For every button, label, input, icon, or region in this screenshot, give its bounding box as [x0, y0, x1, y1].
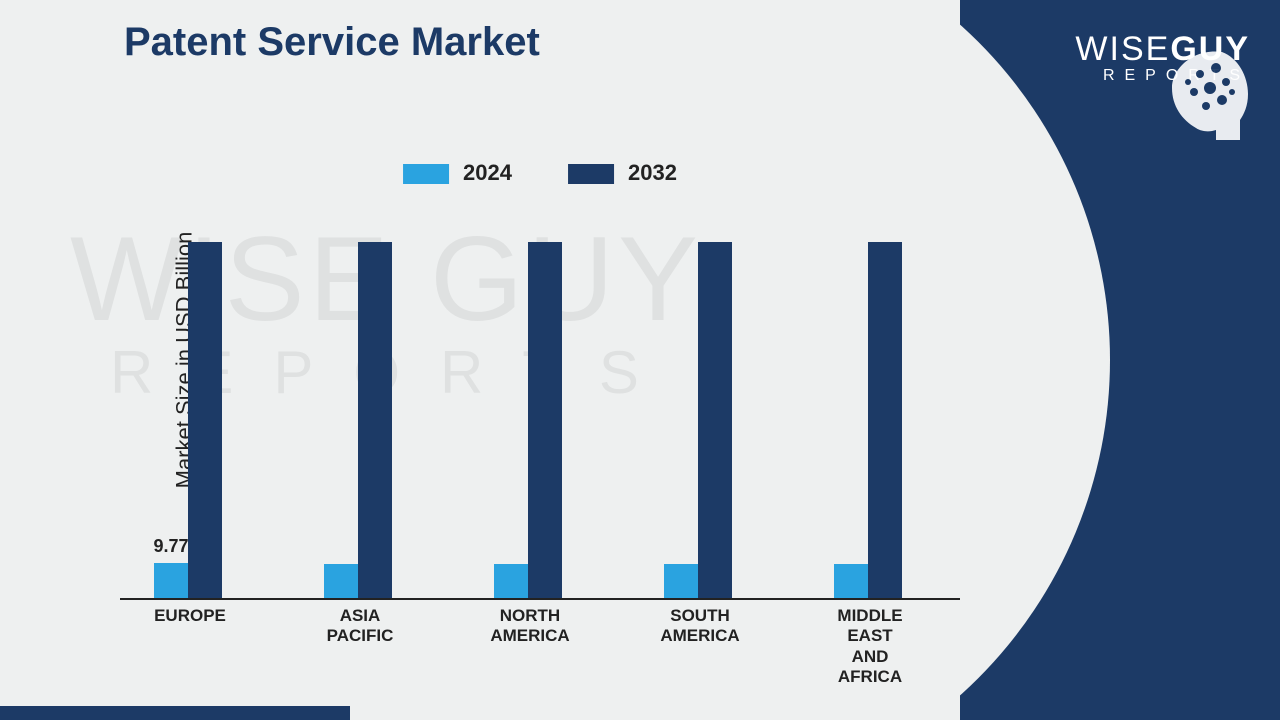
bar-2032 [358, 242, 392, 598]
bar-2032 [528, 242, 562, 598]
legend: 2024 2032 [403, 160, 677, 186]
bar-2032 [188, 242, 222, 598]
bar-2024 [324, 564, 358, 598]
bar-2024 [494, 564, 528, 598]
chart-title: Patent Service Market [124, 20, 540, 65]
legend-label-2032: 2032 [628, 160, 677, 185]
bar-2032 [698, 242, 732, 598]
category-label: SOUTH AMERICA [630, 606, 770, 647]
stage: WISEGUY REPORTS WISE GUY REPORTS Patent … [0, 0, 1280, 720]
bar-2024 [664, 564, 698, 598]
bar-2024 [834, 564, 868, 598]
legend-item-2032: 2032 [568, 160, 677, 186]
brand-word-1: WISE [1075, 30, 1170, 68]
legend-item-2024: 2024 [403, 160, 512, 186]
plot-area: 9.77EUROPEASIA PACIFICNORTH AMERICASOUTH… [120, 208, 960, 600]
legend-swatch-2032 [568, 164, 614, 184]
bar-2032 [868, 242, 902, 598]
brand-logo: WISEGUY REPORTS [1075, 30, 1250, 85]
legend-swatch-2024 [403, 164, 449, 184]
category-label: ASIA PACIFIC [290, 606, 430, 647]
category-label: EUROPE [120, 606, 260, 626]
legend-label-2024: 2024 [463, 160, 512, 185]
footer-accent-bar [0, 706, 350, 720]
brand-head-icon [1160, 48, 1250, 148]
chart-area: 2024 2032 9.77EUROPEASIA PACIFICNORTH AM… [120, 160, 960, 600]
bar-2024: 9.77 [154, 563, 188, 598]
category-label: NORTH AMERICA [460, 606, 600, 647]
category-label: MIDDLE EAST AND AFRICA [800, 606, 940, 688]
